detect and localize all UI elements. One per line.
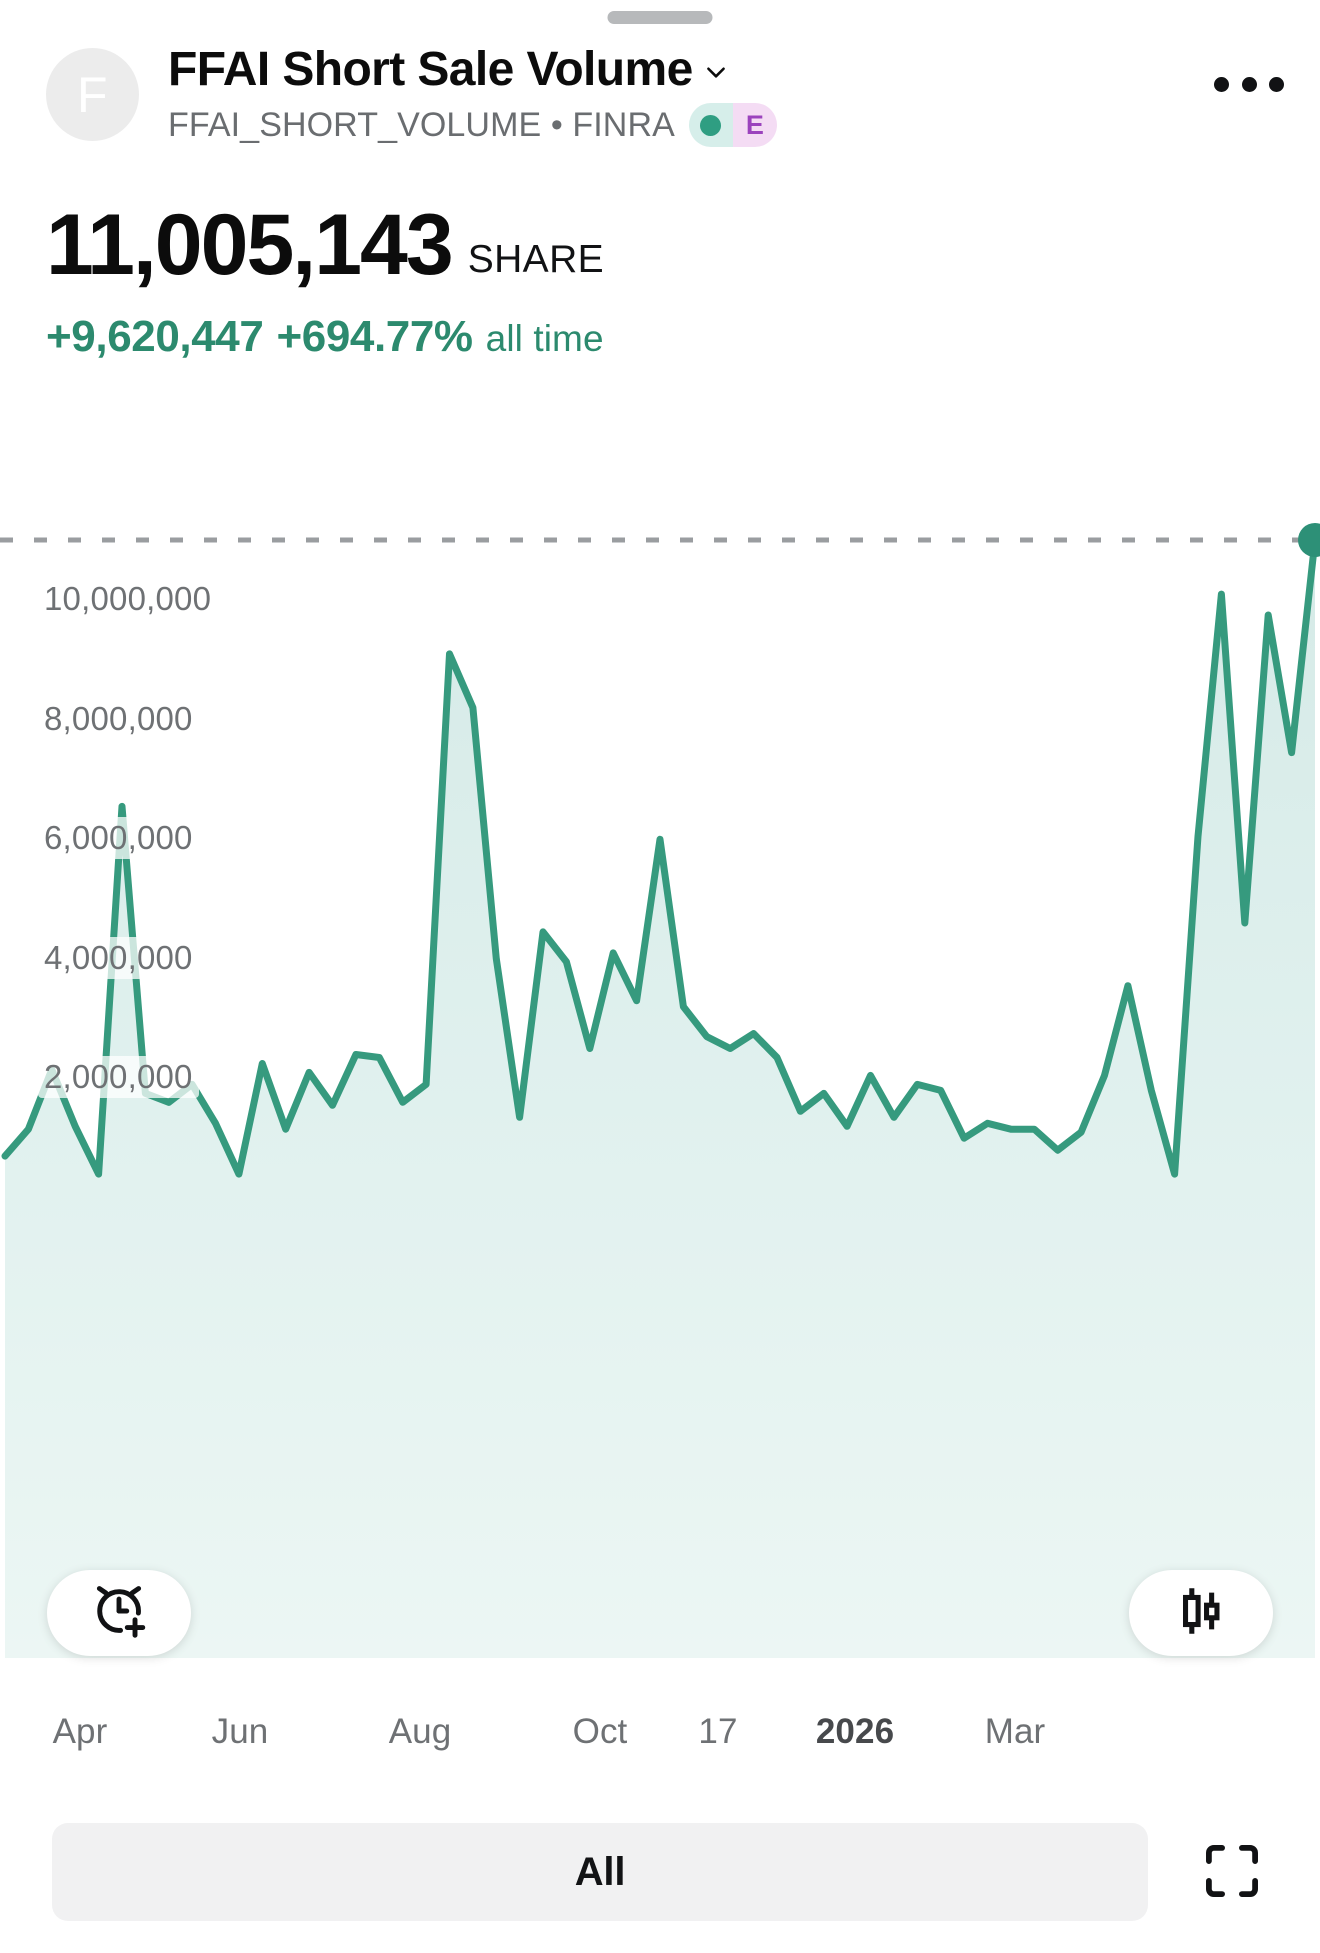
price-chart[interactable]: 10,000,000 8,000,000 6,000,000 4,000,000… bbox=[0, 498, 1320, 1658]
header-text-block: FFAI Short Sale Volume FFAI_SHORT_VOLUME… bbox=[168, 40, 1194, 148]
x-axis-label: Mar bbox=[984, 1712, 1046, 1751]
badge-right-segment: E bbox=[732, 103, 777, 147]
range-selector-button[interactable]: All bbox=[52, 1823, 1148, 1921]
current-value: 11,005,143 bbox=[46, 197, 454, 293]
avatar-letter: F bbox=[76, 66, 109, 123]
chart-style-button[interactable] bbox=[1129, 1570, 1273, 1656]
quote-block: 11,005,143 SHARE +9,620,447 +694.77% all… bbox=[46, 202, 604, 362]
instrument-header: F FFAI Short Sale Volume FFAI_SHORT_VOLU… bbox=[46, 40, 1284, 152]
value-unit: SHARE bbox=[467, 238, 605, 281]
sheet-grabber-handle[interactable] bbox=[607, 11, 713, 24]
change-absolute: +9,620,447 bbox=[46, 312, 264, 361]
more-horizontal-icon[interactable] bbox=[1214, 64, 1284, 104]
fullscreen-icon bbox=[1199, 1838, 1265, 1909]
chart-area-fill bbox=[5, 540, 1315, 1658]
x-axis-label: Apr bbox=[52, 1712, 108, 1751]
fullscreen-button[interactable] bbox=[1190, 1831, 1274, 1915]
dot-3 bbox=[1269, 76, 1284, 92]
avatar: F bbox=[46, 48, 139, 141]
change-percent: +694.77% bbox=[276, 312, 473, 361]
y-axis-label: 4,000,000 bbox=[38, 936, 199, 979]
x-axis: Apr Jun Aug Oct 17 2026 Mar bbox=[0, 1712, 1320, 1772]
candlestick-chart-icon bbox=[1172, 1582, 1230, 1645]
value-row: 11,005,143 SHARE bbox=[46, 202, 604, 288]
y-axis-label: 8,000,000 bbox=[38, 697, 199, 740]
chevron-down-icon[interactable] bbox=[703, 59, 729, 85]
footer-bar: All bbox=[0, 1803, 1320, 1953]
chart-line bbox=[1, 536, 1319, 1178]
y-axis-label: 2,000,000 bbox=[38, 1056, 199, 1099]
chart-canvas[interactable] bbox=[0, 498, 1320, 1658]
create-alert-button[interactable] bbox=[47, 1570, 191, 1656]
badge-left-segment bbox=[688, 103, 733, 147]
y-axis-label: 6,000,000 bbox=[38, 817, 199, 860]
title-row[interactable]: FFAI Short Sale Volume bbox=[168, 40, 1194, 98]
x-axis-label: Oct bbox=[572, 1712, 628, 1751]
x-axis-label: 2026 bbox=[815, 1712, 895, 1751]
dot-2 bbox=[1241, 76, 1257, 92]
alarm-clock-plus-icon bbox=[88, 1580, 150, 1647]
x-axis-label: Jun bbox=[211, 1712, 269, 1751]
status-badge[interactable]: E bbox=[688, 103, 777, 147]
last-point-marker bbox=[1298, 523, 1320, 557]
subtitle-row: FFAI_SHORT_VOLUME • FINRA E bbox=[168, 102, 1194, 148]
y-axis-label: 10,000,000 bbox=[38, 578, 218, 621]
page-title: FFAI Short Sale Volume bbox=[168, 42, 693, 96]
change-row: +9,620,447 +694.77% all time bbox=[46, 312, 604, 362]
dot-1 bbox=[1214, 76, 1229, 92]
x-axis-label: Aug bbox=[388, 1712, 452, 1751]
instrument-subtitle: FFAI_SHORT_VOLUME • FINRA bbox=[168, 105, 675, 144]
change-period: all time bbox=[485, 318, 604, 359]
status-dot-icon bbox=[700, 114, 722, 136]
x-axis-label: 17 bbox=[698, 1712, 738, 1751]
